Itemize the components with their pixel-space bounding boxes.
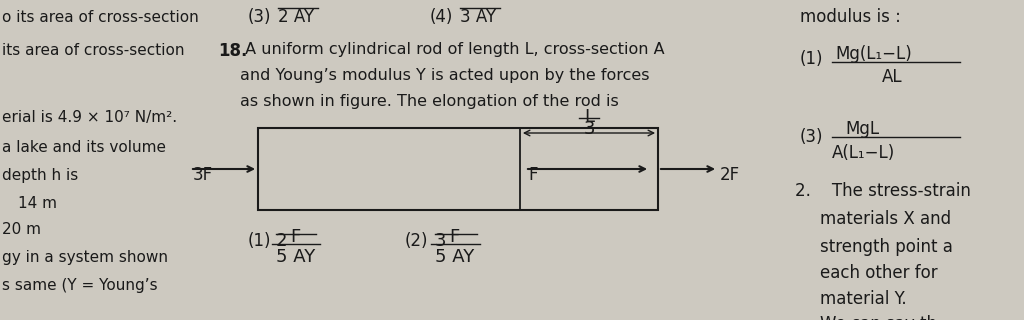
Bar [258, 128, 658, 210]
Text: 14 m: 14 m [18, 196, 57, 211]
Text: (4): (4) [430, 8, 454, 26]
Text: 3: 3 [584, 120, 595, 138]
Text: s same (Y = Young’s: s same (Y = Young’s [2, 278, 158, 293]
Text: material Y.: material Y. [820, 290, 906, 308]
Text: 5 AY: 5 AY [276, 248, 315, 266]
Text: 5 AY: 5 AY [435, 248, 474, 266]
Text: (3): (3) [248, 8, 271, 26]
Text: o its area of cross-section: o its area of cross-section [2, 10, 199, 25]
Text: 3: 3 [435, 232, 446, 250]
Text: (1): (1) [248, 232, 271, 250]
Text: A(L₁−L): A(L₁−L) [831, 144, 895, 162]
Text: materials X and: materials X and [820, 210, 951, 228]
Text: 3 AY: 3 AY [460, 8, 496, 26]
Text: 20 m: 20 m [2, 222, 41, 237]
Text: and Young’s modulus Y is acted upon by the forces: and Young’s modulus Y is acted upon by t… [240, 68, 649, 83]
Text: MgL: MgL [845, 120, 880, 138]
Text: 2: 2 [276, 232, 288, 250]
Text: each other for: each other for [820, 264, 938, 282]
Text: as shown in figure. The elongation of the rod is: as shown in figure. The elongation of th… [240, 94, 618, 109]
Text: (2): (2) [406, 232, 428, 250]
Text: (3): (3) [800, 128, 823, 146]
Text: strength point a: strength point a [820, 238, 953, 256]
Text: A uniform cylindrical rod of length L, cross-section A: A uniform cylindrical rod of length L, c… [240, 42, 665, 57]
Text: We can say th: We can say th [820, 315, 937, 320]
Text: F: F [290, 228, 300, 246]
Text: gy in a system shown: gy in a system shown [2, 250, 168, 265]
Text: (1): (1) [800, 50, 823, 68]
Text: depth h is: depth h is [2, 168, 78, 183]
Text: a lake and its volume: a lake and its volume [2, 140, 166, 155]
Text: 2F: 2F [720, 166, 740, 184]
Text: L: L [584, 108, 594, 126]
Text: Mg(L₁−L): Mg(L₁−L) [835, 45, 911, 63]
Text: its area of cross-section: its area of cross-section [2, 43, 184, 58]
Text: F: F [528, 166, 538, 184]
Text: 2 AY: 2 AY [278, 8, 314, 26]
Text: F: F [449, 228, 459, 246]
Text: 18.: 18. [218, 42, 248, 60]
Text: 3F: 3F [193, 166, 213, 184]
Text: modulus is :: modulus is : [800, 8, 901, 26]
Text: erial is 4.9 × 10⁷ N/m².: erial is 4.9 × 10⁷ N/m². [2, 110, 177, 125]
Text: 2.    The stress-strain: 2. The stress-strain [795, 182, 971, 200]
Text: AL: AL [882, 68, 902, 86]
